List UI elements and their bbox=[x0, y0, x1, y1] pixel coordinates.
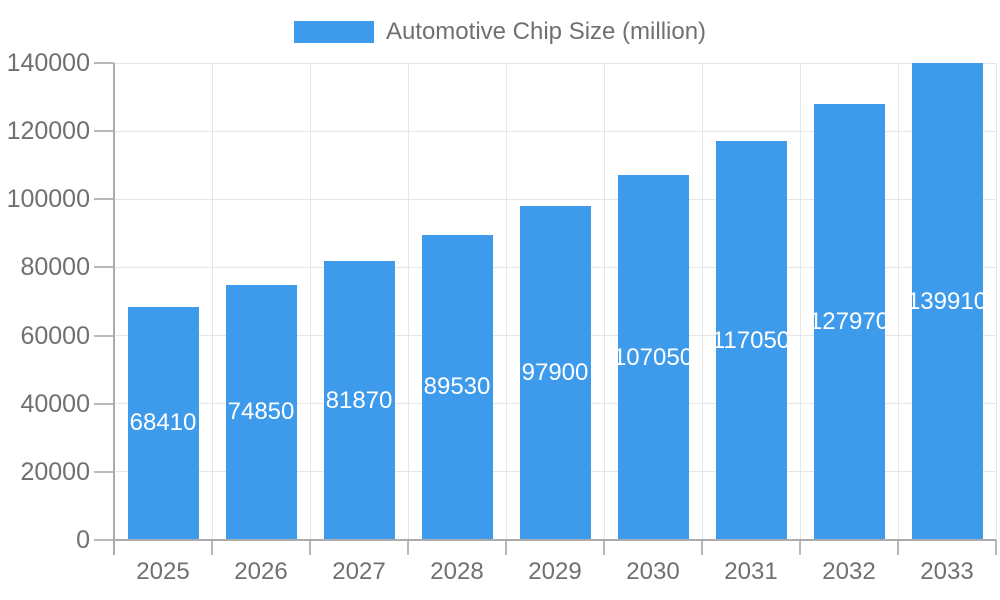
x-gridline bbox=[995, 63, 997, 540]
bar-2030[interactable]: 107050 bbox=[617, 175, 689, 540]
y-axis-tick-label: 20000 bbox=[20, 457, 90, 486]
y-gridline bbox=[114, 130, 996, 132]
x-gridline bbox=[897, 63, 899, 540]
plot-area: 68410 74850 81870 89530 97900 107050 117050 127… bbox=[114, 63, 996, 540]
x-axis-tick bbox=[407, 540, 409, 555]
y-axis-tick bbox=[94, 130, 114, 133]
x-axis-tick bbox=[995, 540, 997, 555]
x-axis-tick bbox=[309, 540, 311, 555]
y-axis-tick bbox=[94, 470, 114, 473]
bar-value-label: 74850 bbox=[227, 398, 295, 426]
bar-value-label: 97900 bbox=[521, 359, 589, 387]
y-gridline bbox=[114, 198, 996, 200]
y-axis-tick bbox=[94, 266, 114, 269]
x-axis-tick-label: 2026 bbox=[234, 558, 288, 585]
x-axis-line bbox=[113, 539, 996, 541]
x-axis-tick-label: 2027 bbox=[332, 558, 386, 585]
bar-2026[interactable]: 74850 bbox=[225, 284, 297, 540]
x-axis-tick-label: 2030 bbox=[626, 558, 680, 585]
bar-2032[interactable]: 127970 bbox=[813, 104, 885, 540]
y-gridline bbox=[114, 62, 996, 64]
x-axis-tick bbox=[603, 540, 605, 555]
y-axis-tick-label: 80000 bbox=[20, 253, 90, 282]
x-gridline bbox=[701, 63, 703, 540]
bar-2025[interactable]: 68410 bbox=[127, 306, 199, 540]
x-axis-tick-label: 2031 bbox=[724, 558, 778, 585]
y-axis-tick-label: 120000 bbox=[6, 117, 90, 146]
bar-2033[interactable]: 139910 bbox=[911, 63, 983, 540]
legend: Automotive Chip Size (million) bbox=[0, 18, 1000, 46]
y-axis-tick bbox=[94, 198, 114, 201]
x-gridline bbox=[211, 63, 213, 540]
y-axis-tick-label: 100000 bbox=[6, 185, 90, 214]
x-gridline bbox=[309, 63, 311, 540]
y-axis-tick bbox=[94, 334, 114, 337]
bar-2027[interactable]: 81870 bbox=[323, 261, 395, 540]
x-axis-tick bbox=[211, 540, 213, 555]
bar-value-label: 89530 bbox=[423, 373, 491, 401]
bar-2029[interactable]: 97900 bbox=[519, 206, 591, 540]
bar-2031[interactable]: 117050 bbox=[715, 141, 787, 540]
x-axis-tick-label: 2025 bbox=[136, 558, 190, 585]
x-axis-tick bbox=[897, 540, 899, 555]
legend-swatch[interactable] bbox=[293, 21, 374, 43]
bar-value-label: 107050 bbox=[617, 343, 689, 371]
y-axis-tick-label: 60000 bbox=[20, 321, 90, 350]
y-axis-tick-label: 0 bbox=[76, 526, 90, 554]
x-axis-tick-label: 2033 bbox=[920, 558, 974, 585]
y-axis-tick bbox=[94, 539, 114, 541]
x-axis-tick bbox=[113, 540, 115, 555]
x-gridline bbox=[407, 63, 409, 540]
legend-label[interactable]: Automotive Chip Size (million) bbox=[385, 18, 707, 45]
bar-2028[interactable]: 89530 bbox=[421, 234, 493, 540]
bar-value-label: 117050 bbox=[715, 326, 787, 354]
bar-value-label: 127970 bbox=[813, 308, 885, 335]
y-axis-tick-label: 140000 bbox=[6, 49, 90, 77]
y-axis-line bbox=[113, 63, 115, 540]
x-axis-tick bbox=[505, 540, 507, 555]
bar-value-label: 139910 bbox=[911, 287, 983, 315]
bar-value-label: 68410 bbox=[129, 409, 197, 437]
bar-value-label: 81870 bbox=[325, 386, 393, 414]
x-gridline bbox=[799, 63, 801, 540]
x-axis-tick-label: 2029 bbox=[528, 558, 582, 585]
y-axis-tick-label: 40000 bbox=[20, 389, 90, 418]
x-axis-tick bbox=[799, 540, 801, 555]
x-gridline bbox=[603, 63, 605, 540]
x-axis-tick-label: 2032 bbox=[822, 558, 876, 585]
y-axis-tick bbox=[94, 62, 114, 64]
x-axis-tick bbox=[701, 540, 703, 555]
x-axis-tick-label: 2028 bbox=[430, 558, 484, 585]
y-axis-tick bbox=[94, 402, 114, 405]
x-gridline bbox=[505, 63, 507, 540]
